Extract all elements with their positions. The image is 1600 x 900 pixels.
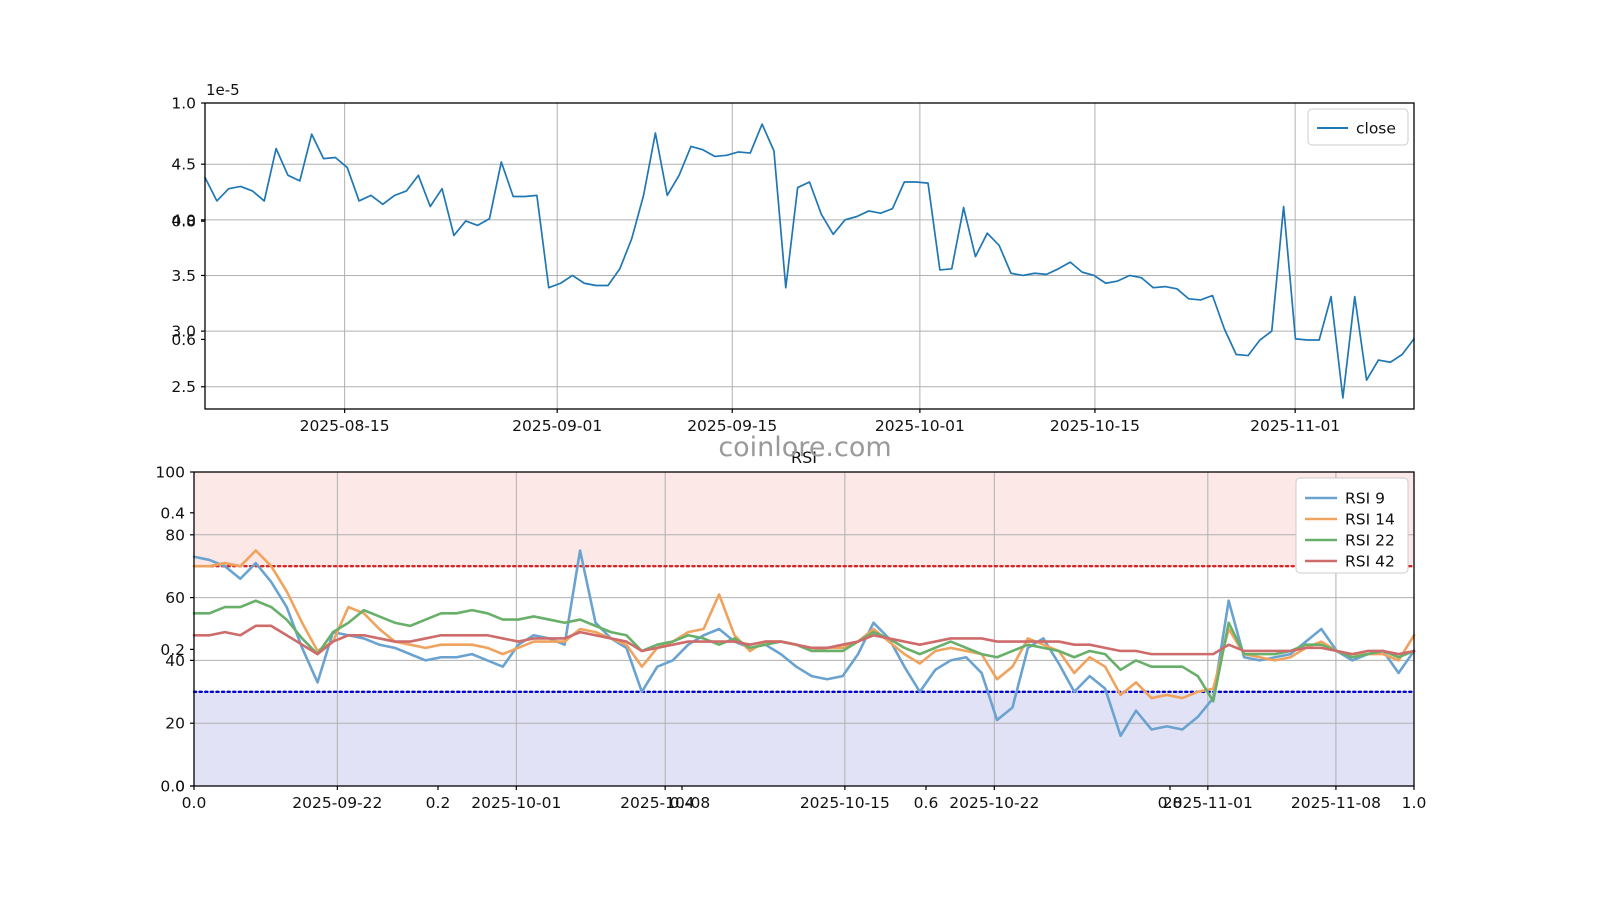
price-overlay-y-tick-label: 0.8	[171, 213, 196, 231]
rsi-overlay-x-tick-label: 0.4	[670, 794, 695, 812]
price-overlay-y-axis-labels: 1.0 0.8 0.6	[171, 95, 205, 349]
rsi-axes-spines	[193, 471, 1415, 787]
rsi-chart-panel: 100 80 60 40 20 0 2025-09-22 2025-10-01 2025-10…	[155, 448, 1426, 812]
price-x-tick-label: 2025-09-15	[687, 417, 777, 435]
rsi-y-tick-label: 20	[165, 715, 185, 733]
rsi-overlay-x-axis-labels: 0.0 0.2 0.4 0.6 0.8 1.0	[182, 786, 1427, 812]
rsi-x-tick-label: 2025-10-15	[800, 794, 890, 812]
price-legend-box	[1307, 108, 1409, 146]
rsi-legend-box	[1295, 477, 1409, 574]
rsi-legend-label: RSI 22	[1345, 532, 1395, 550]
price-axis-offset-label: 1e-5	[206, 81, 240, 99]
rsi-x-tick-label: 2025-09-22	[292, 794, 382, 812]
rsi-overlay-x-tick-label: 0.6	[914, 794, 939, 812]
rsi-threshold-lines	[192, 565, 1416, 693]
price-plot-border	[204, 102, 1415, 410]
rsi-plot-border	[193, 471, 1415, 787]
price-x-axis-labels: 2025-08-15 2025-09-01 2025-09-15 2025-10-01…	[300, 409, 1340, 435]
price-x-tick-label: 2025-10-15	[1050, 417, 1140, 435]
price-y-axis-labels: 4.5 4.0 3.5 3.0 2.5	[171, 156, 205, 396]
price-x-tick-label: 2025-09-01	[512, 417, 602, 435]
rsi-overlay-y-axis-labels: 0.4 0.2 0.0	[160, 504, 194, 796]
price-y-tick-label: 4.0	[171, 211, 196, 229]
rsi-y-axis-labels: 100 80 60 40 20 0	[155, 464, 194, 796]
watermark-text: coinlore.com	[718, 432, 891, 463]
rsi-line-rsi-22	[192, 599, 1416, 703]
rsi-legend-label: RSI 42	[1345, 553, 1395, 571]
rsi-overlay-x-tick-label: 0.2	[426, 794, 451, 812]
rsi-x-tick-label: 2025-11-01	[1163, 794, 1253, 812]
rsi-overlay-x-tick-label: 1.0	[1402, 794, 1427, 812]
rsi-threshold-bands	[194, 472, 1414, 786]
price-chart-panel: 4.54.03.53.02.5 2025-08-15 2025-09-01 2025…	[171, 81, 1415, 435]
rsi-overbought-band	[194, 472, 1414, 567]
price-y-tick-label: 2.5	[171, 378, 196, 396]
rsi-panel-title: RSI	[791, 448, 817, 467]
rsi-series-group	[192, 549, 1416, 738]
rsi-overlay-x-tick-label: 0.0	[182, 794, 207, 812]
rsi-y-tick-label: 0	[175, 778, 185, 796]
rsi-y-tick-label: 60	[165, 589, 185, 607]
rsi-legend[interactable]: RSI 9 RSI 14 RSI 22 RSI 42	[1295, 477, 1409, 574]
rsi-overlay-y-tick-label: 0.0	[160, 778, 185, 796]
price-y-tick-label: 3.5	[171, 267, 196, 285]
rsi-x-tick-label: 2025-10-01	[471, 794, 561, 812]
price-plot-background	[205, 103, 1414, 409]
price-x-tick-label: 2025-10-01	[875, 417, 965, 435]
rsi-legend-label: RSI 9	[1345, 490, 1385, 508]
rsi-x-axis-labels: 2025-09-22 2025-10-01 2025-10-08 2025-10-15…	[292, 786, 1381, 812]
price-overlay-y-tick-label: 1.0	[171, 95, 196, 113]
rsi-overlay-x-tick-label: 0.8	[1158, 794, 1183, 812]
rsi-legend-label: RSI 14	[1345, 511, 1395, 529]
rsi-y-tick-label: 80	[165, 526, 185, 544]
rsi-y-tick-label: 40	[165, 652, 185, 670]
rsi-oversold-band	[194, 691, 1414, 786]
rsi-overlay-y-tick-label: 0.2	[160, 641, 185, 659]
price-y-tick-label: 4.5	[171, 156, 196, 174]
price-series-group	[204, 123, 1415, 399]
rsi-x-tick-label: 2025-10-22	[949, 794, 1039, 812]
rsi-x-tick-label: 2025-10-08	[620, 794, 710, 812]
price-line-close	[204, 123, 1415, 399]
price-overlay-y-tick-label: 0.6	[171, 331, 196, 349]
price-legend[interactable]: close	[1307, 108, 1409, 146]
rsi-line-rsi-42	[192, 624, 1416, 656]
price-y-tick-label: 3.0	[171, 323, 196, 341]
rsi-line-rsi-9	[192, 549, 1416, 738]
rsi-y-tick-label: 100	[155, 464, 185, 482]
price-axes-spines	[204, 102, 1415, 410]
price-x-tick-label: 2025-08-15	[300, 417, 390, 435]
rsi-overlay-y-tick-label: 0.4	[160, 504, 185, 522]
price-x-tick-label: 2025-11-01	[1250, 417, 1340, 435]
rsi-x-tick-label: 2025-11-08	[1291, 794, 1381, 812]
price-legend-label: close	[1356, 120, 1396, 138]
